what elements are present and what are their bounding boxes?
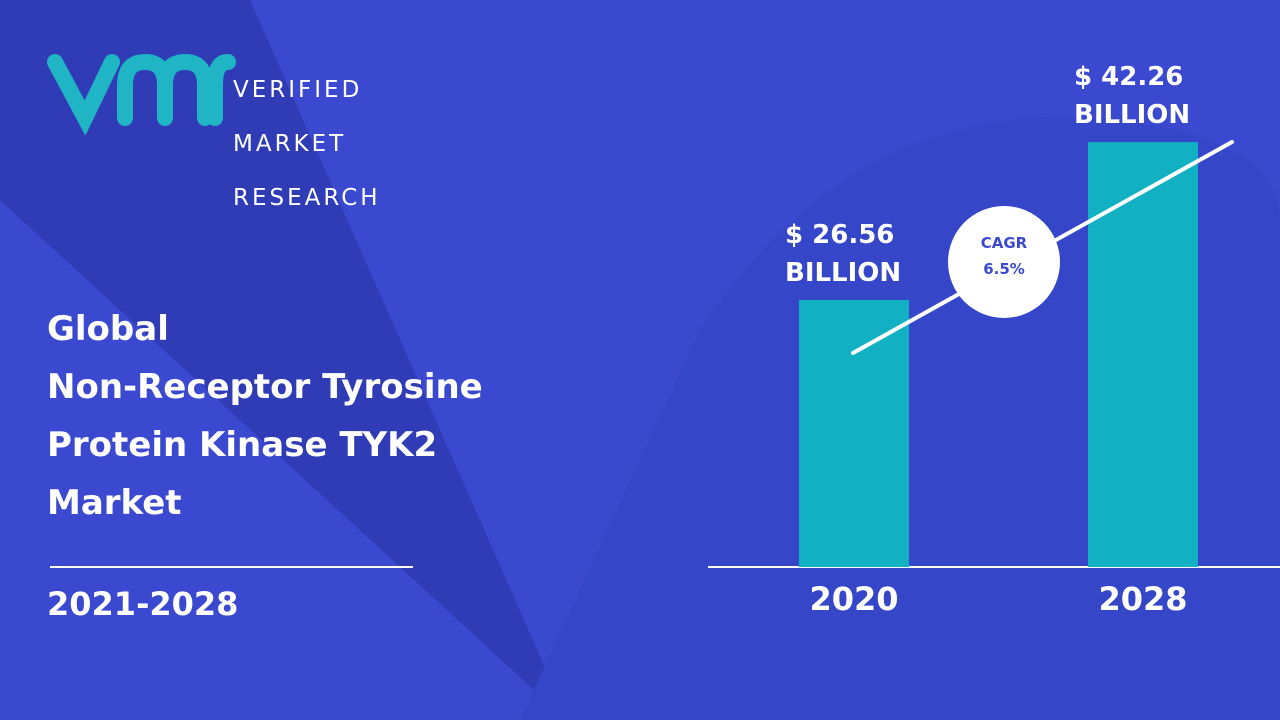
logo-mark (47, 53, 236, 136)
value-label: $ 26.56 BILLION (785, 219, 902, 288)
x-tick-label: 2020 (809, 580, 899, 618)
x-tick-label: 2028 (1098, 580, 1188, 618)
bar (799, 299, 909, 567)
cagr-circle (948, 206, 1060, 318)
title: Global Non-Receptor Tyrosine Protein Kin… (47, 309, 483, 523)
logo-text: VERIFIED MARKET RESEARCH (233, 50, 381, 239)
logo-line: MARKET (233, 131, 347, 157)
background-shape (0, 0, 555, 700)
annotation: CAGR 6.5% (980, 234, 1028, 278)
logo-line: VERIFIED (233, 77, 363, 103)
logo-line: RESEARCH (233, 185, 381, 211)
value-label: $ 42.26 BILLION (1074, 62, 1191, 131)
subtitle: 2021-2028 (47, 585, 239, 623)
bar (1088, 142, 1198, 567)
